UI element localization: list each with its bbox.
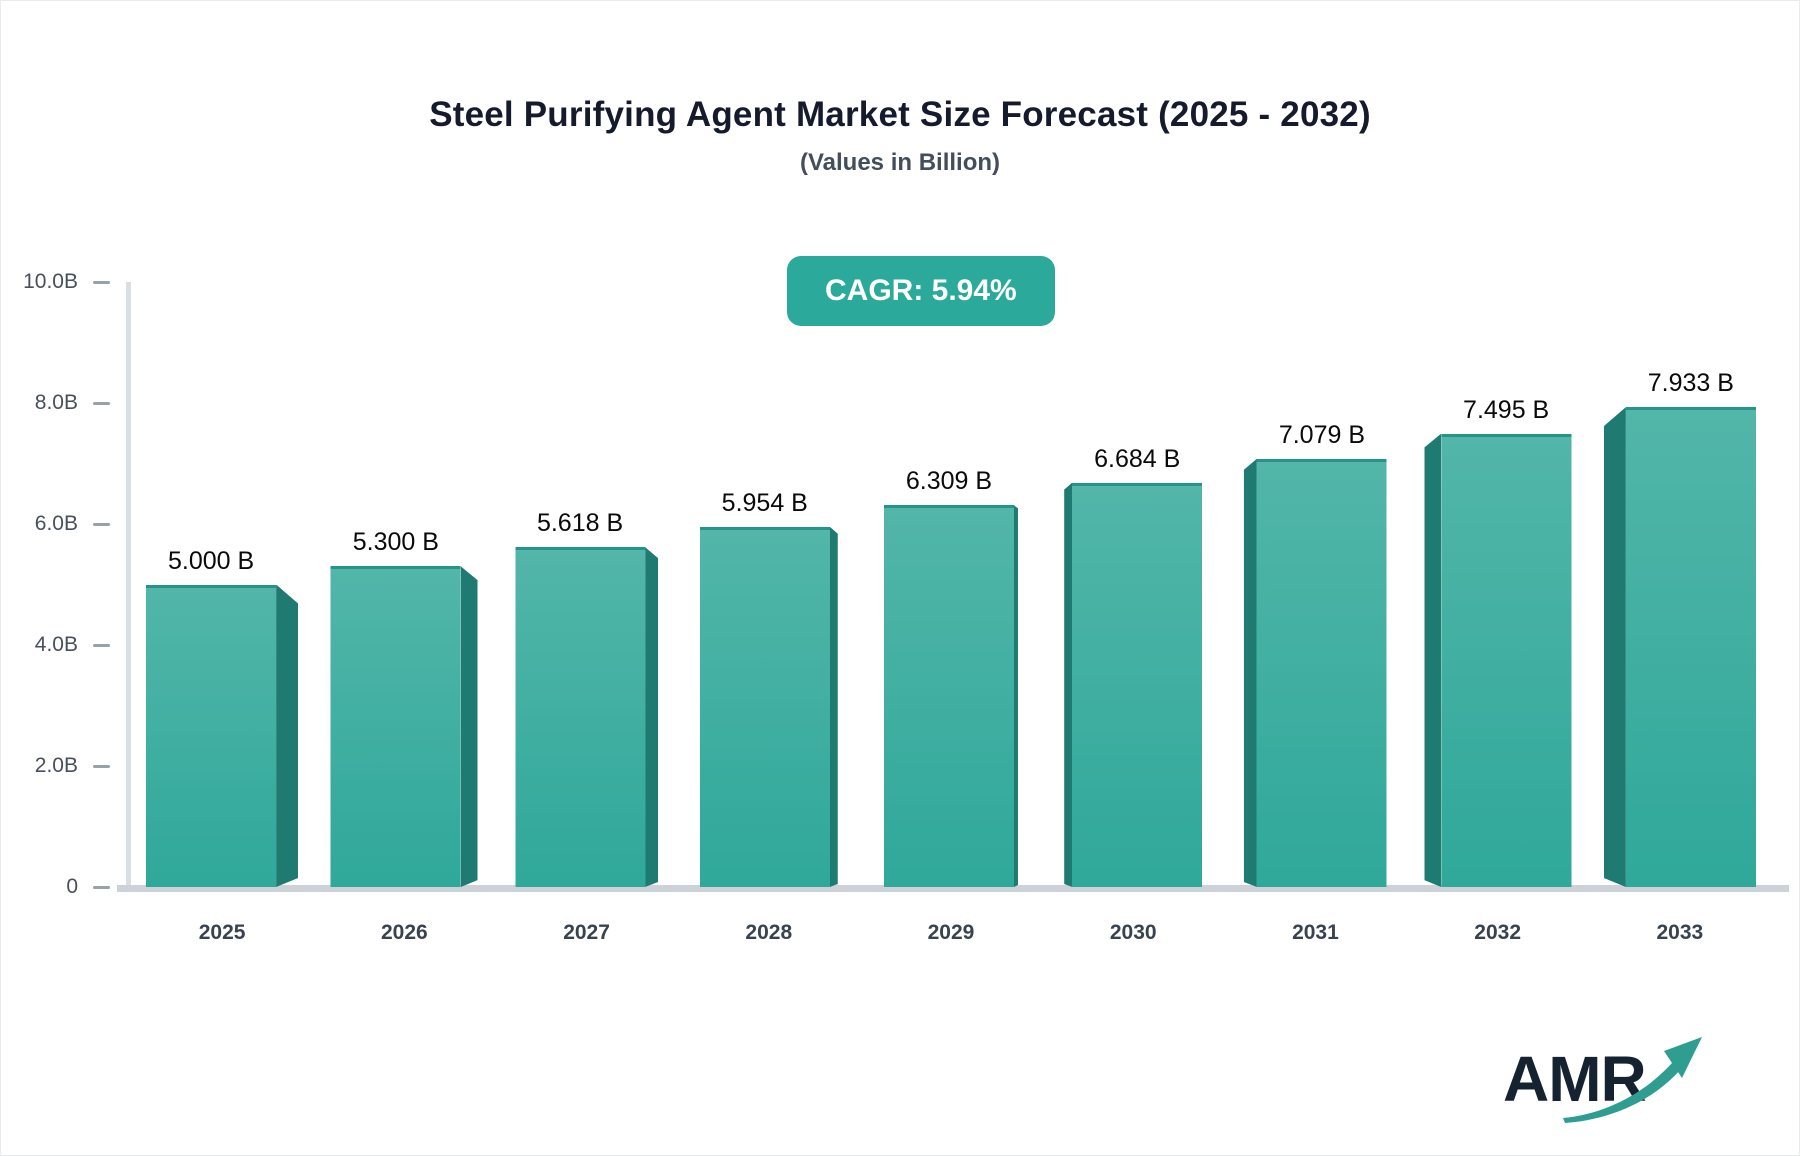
bar-value-label: 7.495 B	[1463, 395, 1550, 424]
x-axis-label-2029: 2029	[927, 921, 975, 944]
x-axis-label-2030: 2030	[1109, 921, 1157, 944]
bar-2033: 7.933 B	[1604, 369, 1756, 887]
x-axis-label-2031: 2031	[1292, 921, 1339, 944]
y-tick: 4.0B	[1, 631, 126, 659]
amr-logo: AMR	[1503, 1037, 1702, 1123]
y-tick: 2.0B	[1, 752, 126, 780]
y-tick-mark	[93, 522, 110, 526]
bar-slot-2032: 7.495 B 2032	[1407, 282, 1589, 944]
bar-3d-side	[1014, 505, 1018, 887]
bar-face	[1256, 458, 1387, 887]
bar-2032: 7.495 B	[1424, 396, 1572, 887]
bar-face	[1625, 407, 1756, 887]
y-tick-label: 10.0B	[23, 270, 78, 293]
bar-3d-side	[1424, 434, 1441, 887]
trending-up-arrow-icon	[1563, 1062, 1681, 1123]
bar-3d-side	[461, 566, 478, 887]
y-tick-label: 0	[66, 875, 78, 898]
bar-slot-2033: 7.933 B 2033	[1589, 282, 1771, 944]
cagr-badge-label: CAGR: 5.94%	[825, 274, 1017, 307]
bar-face	[699, 526, 830, 887]
bar-2030: 6.684 B	[1064, 445, 1203, 887]
y-tick-mark	[93, 643, 110, 647]
x-axis-label-2028: 2028	[745, 921, 793, 944]
bar-2026: 5.300 B	[330, 528, 478, 887]
y-tick-label: 8.0B	[34, 391, 78, 414]
bar-2025: 5.000 B	[146, 547, 298, 888]
bar-value-label: 7.079 B	[1278, 420, 1366, 449]
bar-3d-side	[830, 527, 838, 887]
y-tick: 6.0B	[1, 510, 126, 538]
bar-2031: 7.079 B	[1244, 421, 1387, 887]
y-tick-mark	[93, 280, 110, 284]
y-tick-mark	[93, 885, 110, 889]
bar-value-label: 5.300 B	[352, 528, 439, 557]
y-tick-label: 2.0B	[34, 754, 78, 777]
bar-slot-2029: 6.309 B 2029	[860, 282, 1042, 944]
bar-value-label: 7.933 B	[1647, 369, 1734, 398]
y-tick-mark	[93, 401, 110, 405]
bar-2027: 5.618 B	[515, 509, 658, 887]
x-axis-label-2025: 2025	[198, 921, 246, 944]
bar-slot-2026: 5.300 B 2026	[313, 282, 495, 944]
y-tick: 10.0B	[1, 268, 126, 296]
bar-2028: 5.954 B	[699, 489, 838, 887]
chart-subtitle: (Values in Billion)	[799, 149, 1001, 176]
bar-slot-2030: 6.684 B 2030	[1042, 282, 1224, 944]
bar-face	[330, 566, 461, 887]
y-tick: 8.0B	[1, 389, 126, 417]
bar-3d-side	[1604, 407, 1626, 887]
x-axis-label-2033: 2033	[1656, 921, 1704, 944]
bar-value-label: 5.000 B	[168, 546, 255, 575]
cagr-badge: CAGR: 5.94%	[787, 256, 1055, 326]
bar-slot-2028: 5.954 B 2028	[678, 282, 860, 944]
bar-face	[1441, 433, 1572, 887]
x-axis-label-2032: 2032	[1474, 921, 1521, 944]
bar-value-label: 5.954 B	[721, 488, 808, 517]
bar-value-label: 6.684 B	[1094, 444, 1181, 473]
bar-3d-side	[645, 547, 658, 887]
bar-value-label: 5.618 B	[536, 509, 624, 538]
bar-slot-2025: 5.000 B 2025	[131, 282, 313, 944]
bar-3d-side	[1064, 483, 1072, 887]
y-tick-label: 6.0B	[34, 512, 78, 535]
arrow-head-icon	[1664, 1037, 1702, 1078]
bar-face	[515, 547, 646, 887]
bar-3d-side	[276, 585, 298, 888]
x-axis-line	[117, 885, 1789, 892]
y-tick: 0	[1, 873, 126, 901]
x-axis-label-2026: 2026	[380, 921, 428, 944]
bar-slot-2027: 5.618 B 2027	[495, 282, 677, 944]
y-tick-label: 4.0B	[34, 633, 78, 656]
y-axis-line	[126, 282, 131, 891]
bars-container: 5.000 B 2025 5.300 B 2026 5.618 B 2027 5.954 B…	[131, 282, 1771, 944]
bar-value-label: 6.309 B	[905, 467, 993, 496]
bar-slot-2031: 7.079 B 2031	[1224, 282, 1406, 944]
y-tick-mark	[93, 764, 110, 768]
plot-area: 10.0B 8.0B 6.0B 4.0B 2.0B 0 5.000 B 2025 5.300 …	[23, 270, 1789, 944]
chart-title: Steel Purifying Agent Market Size Foreca…	[429, 95, 1371, 134]
bar-face	[146, 584, 277, 887]
x-axis-label-2027: 2027	[563, 921, 610, 944]
bar-2029: 6.309 B	[883, 467, 1018, 887]
bar-face	[1072, 482, 1203, 887]
bar-3d-side	[1244, 459, 1257, 887]
bar-face	[883, 505, 1014, 887]
